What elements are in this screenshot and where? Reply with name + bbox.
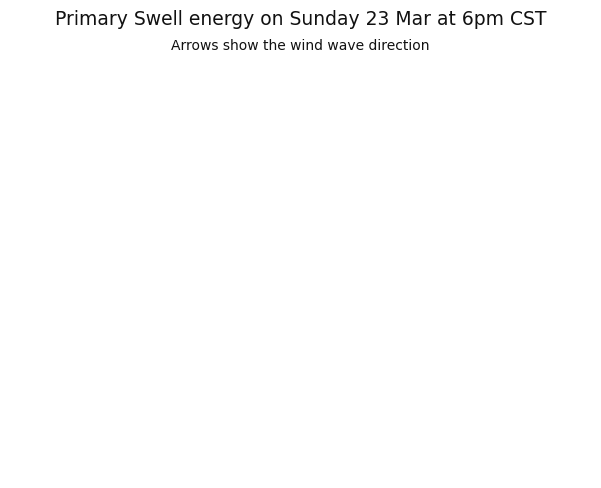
Text: cartopy required: cartopy required	[219, 264, 382, 282]
Text: Primary Swell energy on Sunday 23 Mar at 6pm CST: Primary Swell energy on Sunday 23 Mar at…	[55, 9, 546, 28]
Text: Arrows show the wind wave direction: Arrows show the wind wave direction	[171, 39, 430, 53]
